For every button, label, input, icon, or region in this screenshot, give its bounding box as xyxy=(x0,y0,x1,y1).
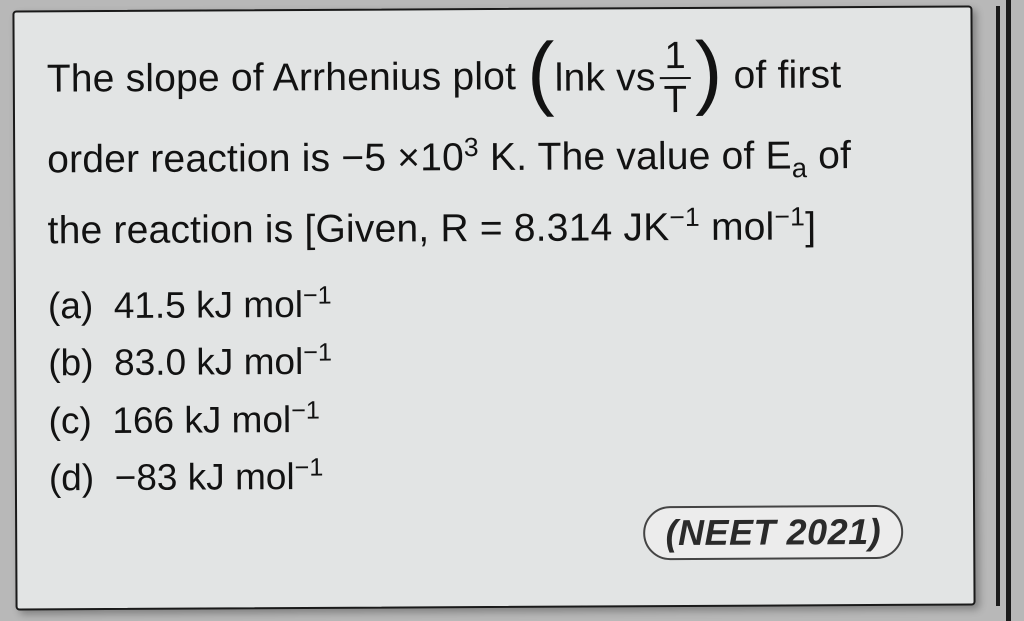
option-a: (a) 41.5 kJ mol−1 xyxy=(48,273,940,335)
option-d: (d) −83 kJ mol−1 xyxy=(49,445,941,507)
page-edge-lines xyxy=(992,0,1024,621)
q3-b: mol xyxy=(700,206,775,249)
question-line-2: order reaction is −5 ×103 K. The value o… xyxy=(47,124,939,194)
fraction-1-over-T: 1 T xyxy=(659,37,691,119)
question-line-1: The slope of Arrhenius plot ( lnk vs 1 T… xyxy=(47,36,939,123)
option-c-label: (c) xyxy=(48,400,91,441)
option-c-sup: −1 xyxy=(291,396,320,424)
q2-b: K. The value of E xyxy=(479,134,792,179)
option-b-label: (b) xyxy=(48,342,93,383)
option-b-value: 83.0 kJ mol xyxy=(114,341,303,383)
q2-sub: a xyxy=(792,152,808,183)
q3-sup1: −1 xyxy=(669,202,700,232)
option-d-value: −83 kJ mol xyxy=(115,456,295,498)
option-a-value: 41.5 kJ mol xyxy=(114,284,303,326)
options-list: (a) 41.5 kJ mol−1 (b) 83.0 kJ mol−1 (c) … xyxy=(48,273,941,507)
q2-c: of xyxy=(807,134,851,177)
lnk-text: lnk vs xyxy=(555,47,656,110)
edge-line-2 xyxy=(1006,0,1011,621)
option-a-label: (a) xyxy=(48,285,93,326)
q2-a: order reaction is −5 ×10 xyxy=(47,136,464,181)
frac-num: 1 xyxy=(660,37,690,75)
option-a-sup: −1 xyxy=(303,281,332,309)
q3-a: the reaction is [Given, R = 8.314 JK xyxy=(47,207,669,253)
edge-line-1 xyxy=(996,6,1000,606)
option-b-sup: −1 xyxy=(303,339,332,367)
option-c: (c) 166 kJ mol−1 xyxy=(48,387,940,449)
q1-pre: The slope of Arrhenius plot xyxy=(47,55,528,101)
option-d-sup: −1 xyxy=(295,453,324,481)
option-b: (b) 83.0 kJ mol−1 xyxy=(48,330,940,392)
option-d-label: (d) xyxy=(49,457,94,498)
frac-den: T xyxy=(660,81,692,119)
exam-tag: (NEET 2021) xyxy=(643,505,903,560)
q3-sup2: −1 xyxy=(774,202,805,232)
q3-c: ] xyxy=(805,206,816,249)
question-card: The slope of Arrhenius plot ( lnk vs 1 T… xyxy=(12,5,975,610)
paren-group: ( lnk vs 1 T ) xyxy=(527,37,723,120)
q1-post: of first xyxy=(733,53,841,97)
question-line-3: the reaction is [Given, R = 8.314 JK−1 m… xyxy=(47,195,939,263)
option-c-value: 166 kJ mol xyxy=(112,399,291,441)
q2-sup: 3 xyxy=(464,132,479,162)
